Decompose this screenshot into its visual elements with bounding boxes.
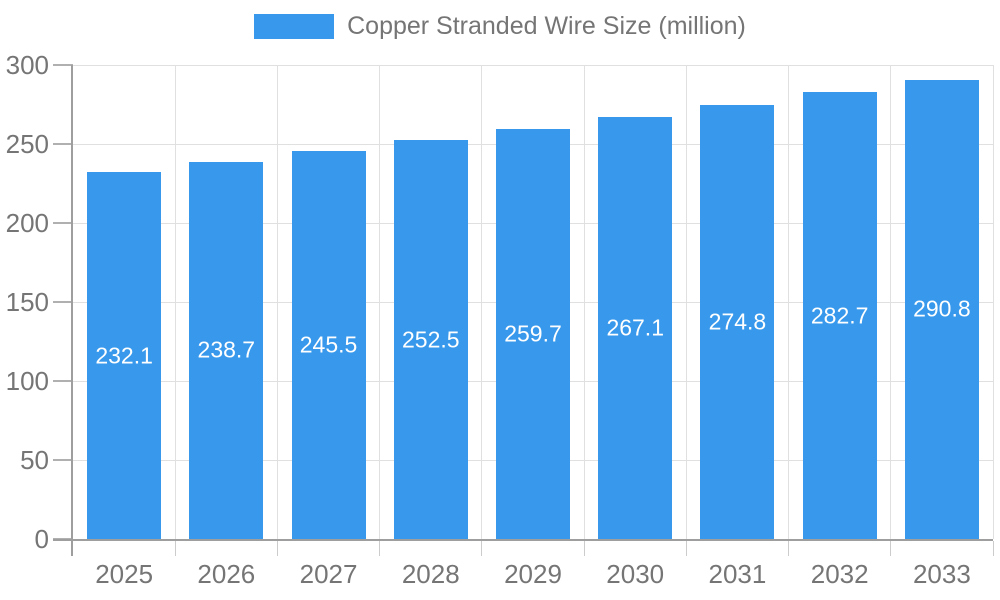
y-axis-label: 100 bbox=[5, 366, 49, 396]
x-axis-tick bbox=[890, 541, 892, 556]
y-axis-label: 200 bbox=[5, 208, 49, 238]
x-axis-tick bbox=[174, 541, 176, 556]
legend-swatch bbox=[254, 14, 335, 39]
bar-2031[interactable]: 274.8 bbox=[700, 104, 775, 539]
x-axis-tick bbox=[685, 541, 687, 556]
gridline-vertical bbox=[992, 65, 994, 539]
bar-2029[interactable]: 259.7 bbox=[496, 128, 570, 539]
bar-2033[interactable]: 290.8 bbox=[904, 79, 979, 539]
bar-2026[interactable]: 238.7 bbox=[189, 161, 264, 539]
x-axis-tick bbox=[583, 541, 585, 556]
gridline-horizontal bbox=[73, 64, 993, 66]
bar-2032[interactable]: 282.7 bbox=[802, 92, 877, 539]
x-axis-label: 2031 bbox=[708, 559, 767, 589]
bar-value-label: 267.1 bbox=[606, 314, 664, 341]
x-axis-label: 2029 bbox=[504, 559, 562, 589]
x-axis-label: 2025 bbox=[95, 559, 154, 589]
legend-label: Copper Stranded Wire Size (million) bbox=[347, 12, 746, 40]
gridline-vertical bbox=[685, 65, 687, 539]
y-axis-tick bbox=[53, 380, 73, 382]
y-axis-label: 150 bbox=[5, 287, 49, 317]
bar-2027[interactable]: 245.5 bbox=[291, 151, 366, 539]
chart-legend[interactable]: Copper Stranded Wire Size (million) bbox=[0, 14, 1000, 39]
x-axis-line bbox=[53, 539, 993, 541]
y-axis-tick bbox=[53, 64, 73, 66]
gridline-vertical bbox=[890, 65, 892, 539]
bar-value-label: 282.7 bbox=[810, 302, 869, 329]
y-axis-label: 50 bbox=[20, 445, 49, 475]
bar-2025[interactable]: 232.1 bbox=[87, 172, 162, 539]
x-axis-label: 2033 bbox=[912, 559, 971, 589]
y-axis-label: 300 bbox=[5, 50, 49, 80]
x-axis-tick bbox=[788, 541, 790, 556]
bar-value-label: 290.8 bbox=[913, 295, 971, 322]
x-axis-label: 2028 bbox=[401, 559, 460, 589]
bar-value-label: 238.7 bbox=[197, 336, 256, 363]
gridline-vertical bbox=[174, 65, 176, 539]
x-axis-label: 2027 bbox=[299, 559, 358, 589]
y-axis-tick bbox=[53, 222, 73, 224]
x-axis-label: 2030 bbox=[606, 559, 665, 589]
bar-2030[interactable]: 267.1 bbox=[598, 116, 673, 539]
gridline-vertical bbox=[481, 65, 483, 539]
y-axis-label: 250 bbox=[5, 129, 49, 159]
y-axis-tick bbox=[53, 301, 73, 303]
x-axis-tick bbox=[481, 541, 483, 556]
y-axis-label: 0 bbox=[34, 524, 49, 554]
bar-value-label: 259.7 bbox=[504, 320, 562, 347]
bar-2028[interactable]: 252.5 bbox=[393, 140, 468, 539]
bar-value-label: 274.8 bbox=[708, 308, 767, 335]
x-axis-tick bbox=[276, 541, 278, 556]
bar-value-label: 245.5 bbox=[299, 331, 358, 358]
bar-value-label: 252.5 bbox=[401, 326, 460, 353]
y-axis-tick bbox=[53, 459, 73, 461]
x-axis-tick bbox=[992, 541, 994, 556]
x-axis-label: 2026 bbox=[197, 559, 256, 589]
gridline-vertical bbox=[379, 65, 381, 539]
gridline-vertical bbox=[788, 65, 790, 539]
x-axis-tick bbox=[379, 541, 381, 556]
x-axis-label: 2032 bbox=[810, 559, 869, 589]
y-axis-line bbox=[71, 65, 73, 556]
gridline-vertical bbox=[276, 65, 278, 539]
bar-value-label: 232.1 bbox=[95, 342, 153, 369]
y-axis-tick bbox=[53, 143, 73, 145]
gridline-vertical bbox=[583, 65, 585, 539]
